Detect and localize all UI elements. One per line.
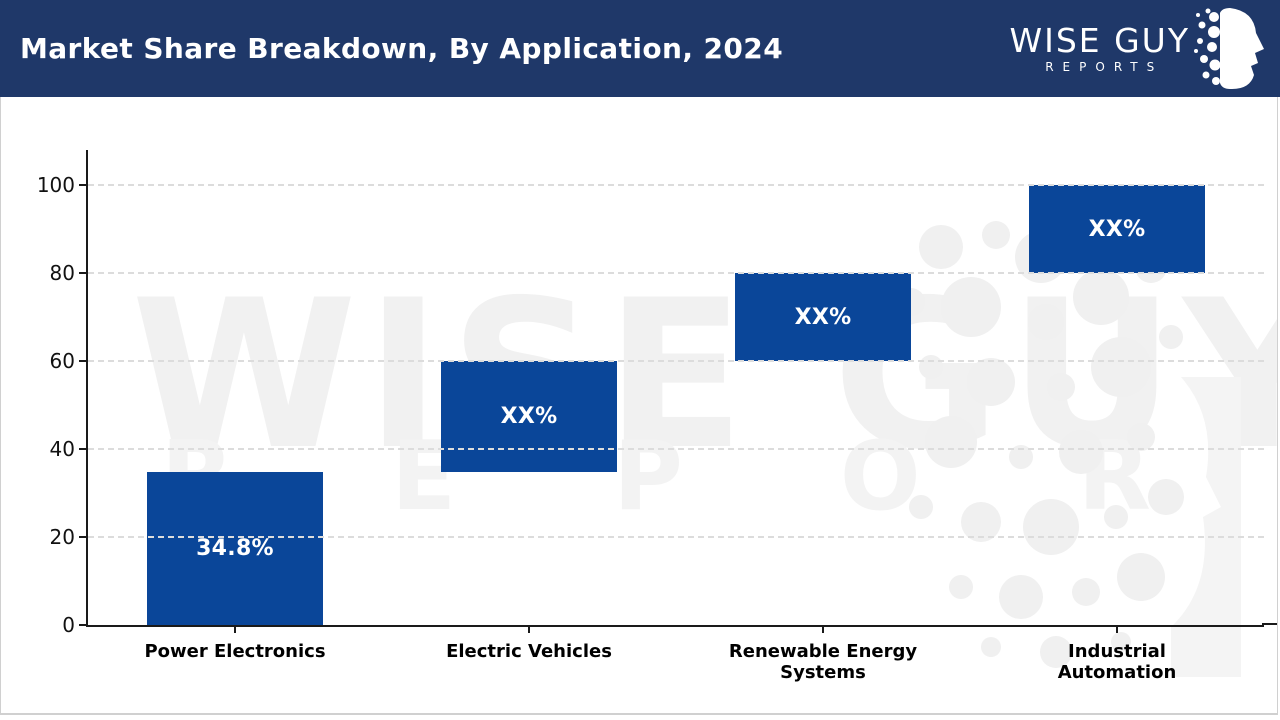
waterfall-bar: 34.8% [147, 472, 323, 625]
y-axis-tick-mark [79, 360, 86, 362]
x-axis-category-label: Electric Vehicles [446, 641, 612, 662]
bar-value-label: 34.8% [196, 536, 274, 561]
y-axis-tick-label: 80 [49, 261, 75, 285]
x-axis-category-label: Industrial Automation [1057, 641, 1177, 683]
x-axis-tick-mark [234, 625, 236, 633]
x-axis-category-label: Power Electronics [144, 641, 326, 662]
waterfall-bar: XX% [735, 273, 911, 361]
y-axis-tick-mark [79, 536, 86, 538]
x-axis-category-label: Renewable Energy Systems [728, 641, 918, 683]
y-axis-tick-label: 20 [49, 525, 75, 549]
y-axis-tick-mark [79, 448, 86, 450]
gridline [88, 360, 1264, 362]
y-axis-tick-mark [79, 272, 86, 274]
page-title: Market Share Breakdown, By Application, … [20, 32, 784, 65]
gridline [88, 536, 1264, 538]
logo-head-icon [1194, 7, 1264, 89]
header: Market Share Breakdown, By Application, … [0, 0, 1280, 97]
y-axis-tick-label: 40 [49, 437, 75, 461]
waterfall-chart: 0 20 40 60 80 100 34.8% Power Electronics XX% Ele… [37, 150, 1264, 683]
chart-area: WISE GUY R E P O R T S 02040608010034.8%… [0, 97, 1278, 715]
gridline [88, 272, 1264, 274]
y-axis-tick-mark [79, 624, 86, 626]
bar-value-label: XX% [500, 404, 558, 429]
gridline [88, 184, 1264, 186]
x-axis-tick-mark [822, 625, 824, 633]
wiseguy-logo: WISE GUY REPORTS [1009, 5, 1266, 93]
y-axis-tick-mark [79, 184, 86, 186]
bar-value-label: XX% [1088, 216, 1146, 242]
gridline [88, 448, 1264, 450]
y-axis-tick-label: 100 [36, 173, 75, 197]
logo-text-wiseguy: WISE GUY [1009, 21, 1190, 60]
x-axis-tick-mark [1116, 625, 1118, 633]
x-axis-extension [1262, 623, 1277, 625]
x-axis-tick-mark [528, 625, 530, 633]
y-axis-tick-label: 0 [62, 613, 75, 637]
bar-value-label: XX% [794, 304, 852, 330]
waterfall-bar: XX% [1029, 185, 1205, 273]
logo-text-reports: REPORTS [1045, 60, 1164, 74]
waterfall-bar: XX% [441, 361, 617, 472]
logo-wordmark: WISE GUY REPORTS [1009, 24, 1190, 73]
y-axis-tick-label: 60 [49, 349, 75, 373]
